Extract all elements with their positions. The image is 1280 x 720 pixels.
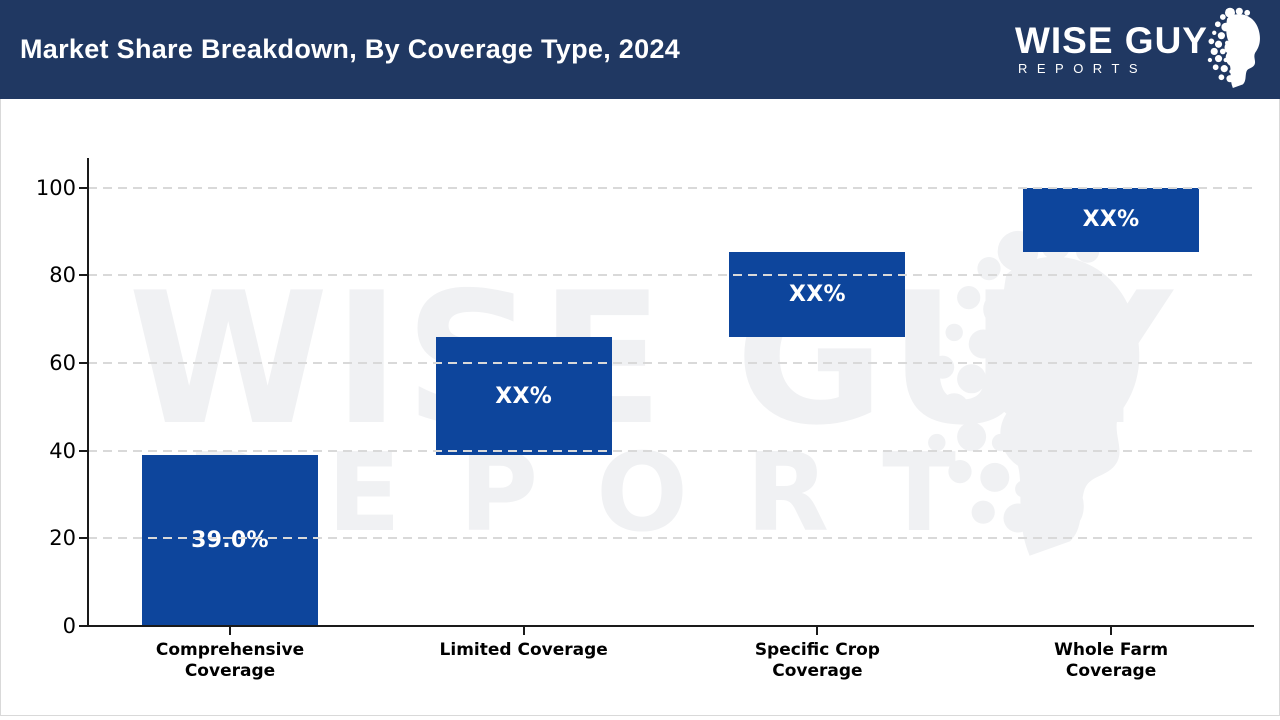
- x-category-label: Whole Farm Coverage: [1054, 640, 1169, 681]
- y-tick-label: 40: [49, 438, 76, 463]
- x-tick-mark: [229, 627, 231, 635]
- x-category-label: Specific Crop Coverage: [754, 640, 880, 681]
- bar-value-label: XX%: [1082, 207, 1140, 233]
- x-tick-mark: [1110, 627, 1113, 635]
- y-tick-label: 60: [49, 350, 76, 375]
- y-tick-mark: [79, 625, 87, 627]
- brand-logo: WISE GUY REPORTS: [1015, 7, 1266, 93]
- x-category-label: Limited Coverage: [439, 640, 608, 660]
- y-tick-mark: [79, 449, 87, 452]
- bar-segment: XX%: [435, 337, 612, 455]
- gridline: [88, 361, 1253, 364]
- logo-wordmark: WISE GUY: [1014, 20, 1208, 61]
- gridline: [88, 449, 1253, 452]
- y-axis-line: [87, 158, 89, 627]
- y-tick-label: 0: [62, 614, 76, 638]
- y-tick-mark: [79, 537, 87, 540]
- y-tick-label: 100: [35, 175, 76, 200]
- chart-title: Market Share Breakdown, By Coverage Type…: [20, 34, 681, 64]
- bar-value-label: XX%: [788, 282, 846, 308]
- bar-value-label: 39.0%: [191, 527, 269, 553]
- bar-segment: XX%: [1023, 187, 1200, 252]
- x-axis-line: [87, 625, 1254, 627]
- x-category-label: Comprehensive Coverage: [155, 640, 305, 681]
- gridline: [88, 274, 1253, 277]
- gridline: [88, 186, 1253, 189]
- y-tick-label: 20: [49, 526, 76, 551]
- logo-subtext: REPORTS: [1017, 61, 1148, 76]
- y-tick-mark: [79, 186, 87, 189]
- bar-value-label: XX%: [495, 383, 553, 409]
- bar-segment: 39.0%: [142, 454, 318, 626]
- y-tick-mark: [79, 361, 87, 364]
- x-tick-mark: [522, 627, 525, 635]
- bar-segment: XX%: [729, 251, 906, 338]
- watermark-subtext: REPORTS: [186, 431, 1150, 556]
- header-bar: Market Share Breakdown, By Coverage Type…: [0, 0, 1280, 99]
- y-tick-mark: [79, 274, 87, 277]
- logo-head-icon: [1207, 7, 1260, 88]
- y-tick-label: 80: [49, 263, 76, 288]
- logo-text: WISE GUY REPORTS: [1014, 20, 1208, 76]
- gridline: [88, 537, 1253, 540]
- x-tick-mark: [816, 627, 819, 635]
